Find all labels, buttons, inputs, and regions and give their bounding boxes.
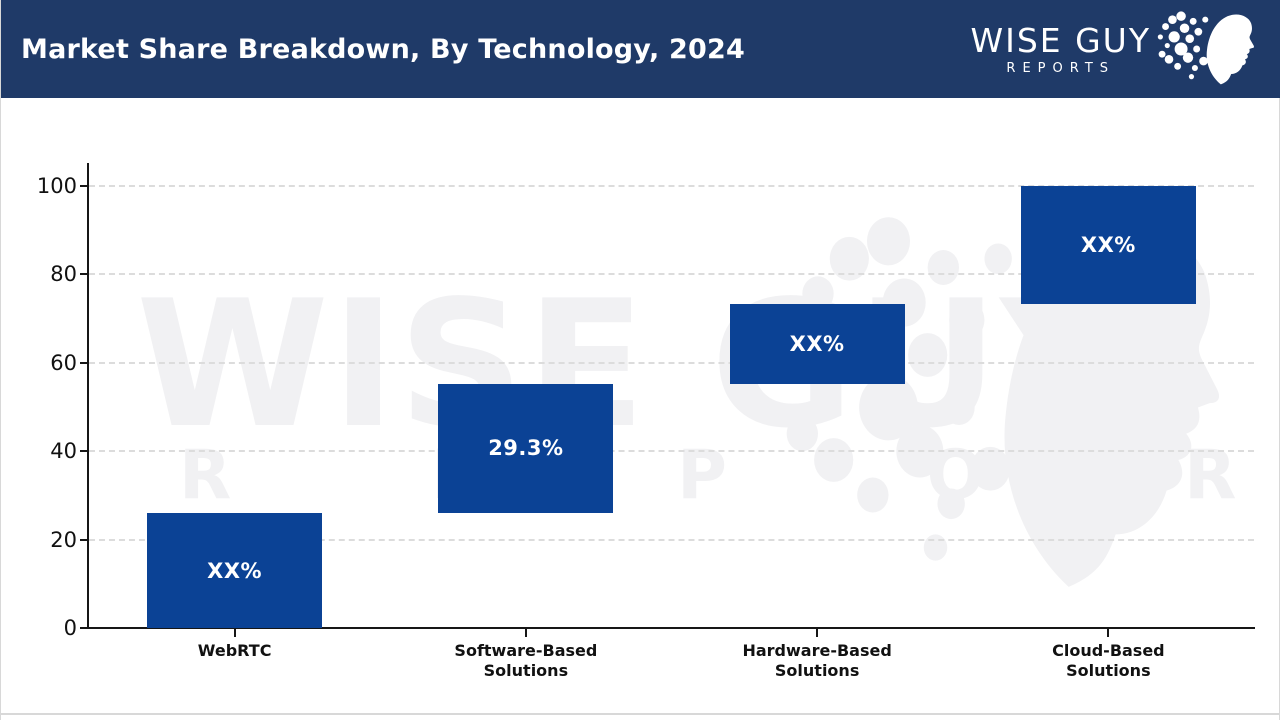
bar-webrtc: XX% <box>147 513 323 628</box>
bar-value-label: XX% <box>1080 233 1136 257</box>
x-tick <box>1107 629 1110 637</box>
header: Market Share Breakdown, By Technology, 2… <box>1 0 1280 98</box>
y-tick <box>80 627 88 629</box>
y-tick <box>80 185 88 187</box>
y-tick-label: 20 <box>50 527 77 552</box>
brand-name: WISE GUY <box>970 20 1151 60</box>
x-tick <box>233 629 236 637</box>
x-tick <box>816 629 819 637</box>
x-category-label: Software-Based Solutions <box>454 641 598 680</box>
bar-value-label: 29.3% <box>488 436 564 461</box>
x-category-label: Hardware-Based Solutions <box>742 641 892 680</box>
y-tick <box>80 361 88 364</box>
y-gridline <box>89 273 1254 276</box>
bar-software-based-solutions: 29.3% <box>438 383 614 514</box>
y-gridline <box>89 185 1254 187</box>
bar-value-label: XX% <box>207 558 263 583</box>
y-gridline <box>89 538 1254 541</box>
y-tick <box>80 450 88 453</box>
y-tick-label: 100 <box>36 174 77 198</box>
bar-value-label: XX% <box>789 331 845 356</box>
y-tick-label: 60 <box>50 350 77 375</box>
brand-logo-text: WISE GUY REPORTS <box>970 24 1151 75</box>
brand-subname: REPORTS <box>1006 60 1116 76</box>
bar-hardware-based-solutions: XX% <box>729 304 905 384</box>
bottom-divider <box>1 713 1280 715</box>
y-gridline <box>89 361 1254 364</box>
y-tick-label: 80 <box>50 262 77 287</box>
y-gridline <box>89 450 1254 453</box>
y-tick <box>80 538 88 541</box>
x-axis-line <box>87 627 1255 629</box>
x-category-label: WebRTC <box>197 641 272 660</box>
x-category-label: Cloud-Based Solutions <box>1052 641 1165 680</box>
brand-logo: WISE GUY REPORTS <box>970 11 1259 87</box>
bar-cloud-based-solutions: XX% <box>1020 186 1196 304</box>
y-tick-label: 40 <box>50 439 77 464</box>
y-tick <box>80 273 88 276</box>
y-tick-label: 0 <box>63 616 77 640</box>
y-axis-line <box>87 163 89 629</box>
page-title: Market Share Breakdown, By Technology, 2… <box>21 33 746 65</box>
brand-head-icon <box>1157 11 1254 85</box>
x-tick <box>524 629 527 637</box>
